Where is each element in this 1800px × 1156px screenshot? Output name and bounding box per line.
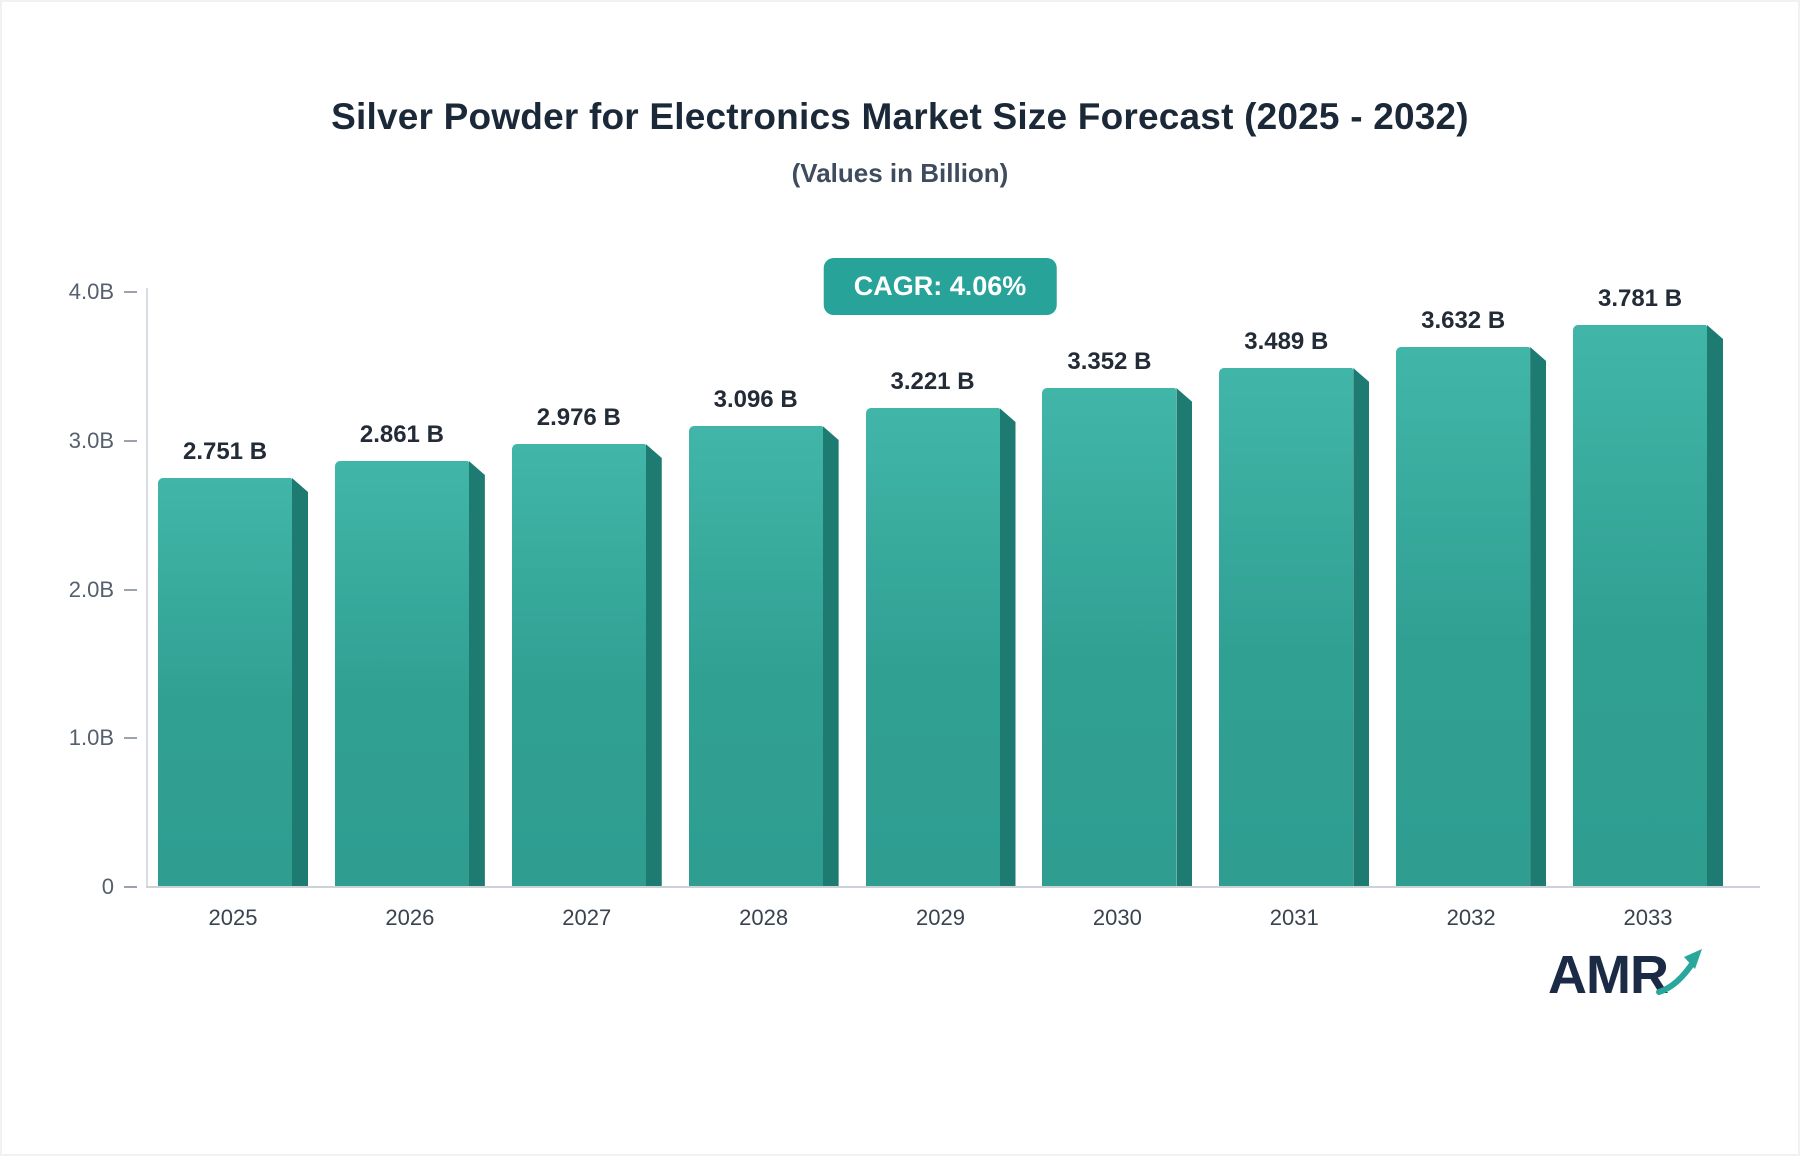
bar-side-2025 [292, 478, 308, 887]
bar-group-2033: 3.781 B 2033 [1573, 285, 1723, 930]
bar-side-2027 [645, 444, 662, 887]
bar-value-label: 2.976 B [536, 404, 621, 431]
bar-value-label: 2.861 B [359, 421, 444, 448]
x-axis-label: 2031 [1269, 905, 1319, 930]
y-axis-tick-label: 3.0B [68, 427, 114, 453]
x-axis-label: 2026 [385, 905, 435, 930]
bar-side-2030 [1176, 388, 1193, 887]
x-axis-line [146, 886, 1760, 888]
y-axis-tick-mark [124, 886, 137, 888]
bar-group-2025: 2.751 B 2025 [158, 292, 308, 930]
x-axis-label: 2028 [739, 905, 789, 930]
bar-side-2033 [1707, 325, 1723, 887]
x-axis-label: 2027 [562, 905, 612, 930]
bar-2030 [1042, 388, 1177, 887]
bar-value-label: 3.352 B [1067, 348, 1152, 375]
cagr-badge: CAGR: 4.06% [823, 258, 1057, 315]
chart-title: Silver Powder for Electronics Market Siz… [331, 96, 1469, 137]
bar-side-2032 [1530, 347, 1547, 887]
arrow-up-right-icon [1656, 949, 1702, 995]
bar-value-label: 3.096 B [713, 386, 798, 413]
y-axis-tick-label: 2.0B [68, 576, 114, 602]
bar-value-label: 3.632 B [1421, 307, 1506, 334]
y-axis-tick-mark [124, 737, 137, 740]
bar-chart: CAGR: 4.06% 4.0B 3.0B 2.0B 1.0B 0 2.751 B 202… [40, 258, 1760, 930]
bar-group-2027: 2.976 B 2027 [511, 292, 662, 930]
bar-2032 [1396, 347, 1531, 887]
bar-2029 [865, 408, 1000, 887]
bar-value-label: 3.781 B [1597, 285, 1683, 312]
bar-side-2029 [999, 408, 1016, 887]
x-axis-label: 2025 [208, 905, 258, 930]
bar-value-label: 2.751 B [182, 438, 268, 465]
y-axis-tick-label: 0 [101, 874, 114, 899]
bar-2026 [334, 461, 469, 887]
bar-side-2028 [822, 426, 839, 887]
bar-value-label: 3.221 B [890, 368, 975, 395]
bar-side-2026 [468, 461, 485, 887]
bar-group-2029: 3.221 B 2029 [865, 292, 1016, 930]
amr-logo: AMR [1548, 944, 1708, 1006]
amr-logo-text: AMR [1548, 945, 1669, 1005]
bars-area: 2.751 B 2025 2.861 B 2026 2.976 B 2027 3.096 B… [158, 285, 1723, 930]
x-axis-label: 2030 [1092, 905, 1142, 930]
y-axis-tick-mark [124, 291, 137, 293]
y-axis-tick-label: 4.0B [68, 279, 114, 304]
bar-group-2030: 3.352 B 2030 [1042, 292, 1193, 930]
x-axis-label: 2033 [1623, 905, 1673, 930]
bar-group-2028: 3.096 B 2028 [688, 292, 839, 930]
bar-group-2026: 2.861 B 2026 [334, 292, 485, 930]
bar-2027 [511, 444, 646, 887]
y-axis-tick-mark [124, 439, 137, 442]
bar-2031 [1219, 368, 1354, 887]
bar-side-2031 [1353, 368, 1370, 887]
y-axis-tick-mark [124, 588, 137, 591]
chart-subtitle: (Values in Billion) [791, 158, 1009, 188]
x-axis-label: 2032 [1446, 905, 1496, 930]
x-axis-label: 2029 [916, 905, 965, 930]
bar-group-2032: 3.632 B 2032 [1396, 292, 1547, 930]
bar-2033 [1573, 325, 1707, 887]
y-axis-tick-label: 1.0B [68, 725, 114, 751]
bar-group-2031: 3.489 B 2031 [1219, 292, 1370, 930]
bar-2028 [688, 426, 823, 887]
bar-value-label: 3.489 B [1244, 328, 1329, 355]
y-axis-line [146, 288, 148, 887]
bar-2025 [158, 478, 292, 887]
